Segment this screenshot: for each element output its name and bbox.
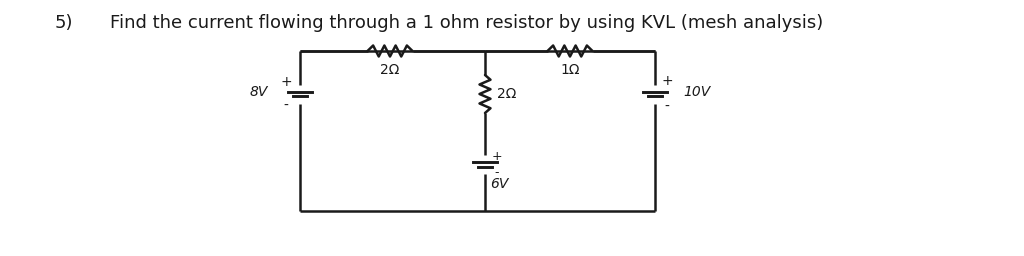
Text: -: - xyxy=(284,99,289,113)
Text: +: + xyxy=(281,75,292,89)
Text: 2Ω: 2Ω xyxy=(497,87,516,101)
Text: +: + xyxy=(662,74,673,88)
Text: -: - xyxy=(665,100,670,114)
Text: 6V: 6V xyxy=(490,177,508,191)
Text: 10V: 10V xyxy=(683,85,711,99)
Text: +: + xyxy=(492,150,503,163)
Text: 2Ω: 2Ω xyxy=(380,63,399,77)
Text: -: - xyxy=(495,166,500,179)
Text: 8V: 8V xyxy=(250,85,268,99)
Text: 5): 5) xyxy=(55,14,74,32)
Text: 1Ω: 1Ω xyxy=(560,63,580,77)
Text: Find the current flowing through a 1 ohm resistor by using KVL (mesh analysis): Find the current flowing through a 1 ohm… xyxy=(110,14,823,32)
